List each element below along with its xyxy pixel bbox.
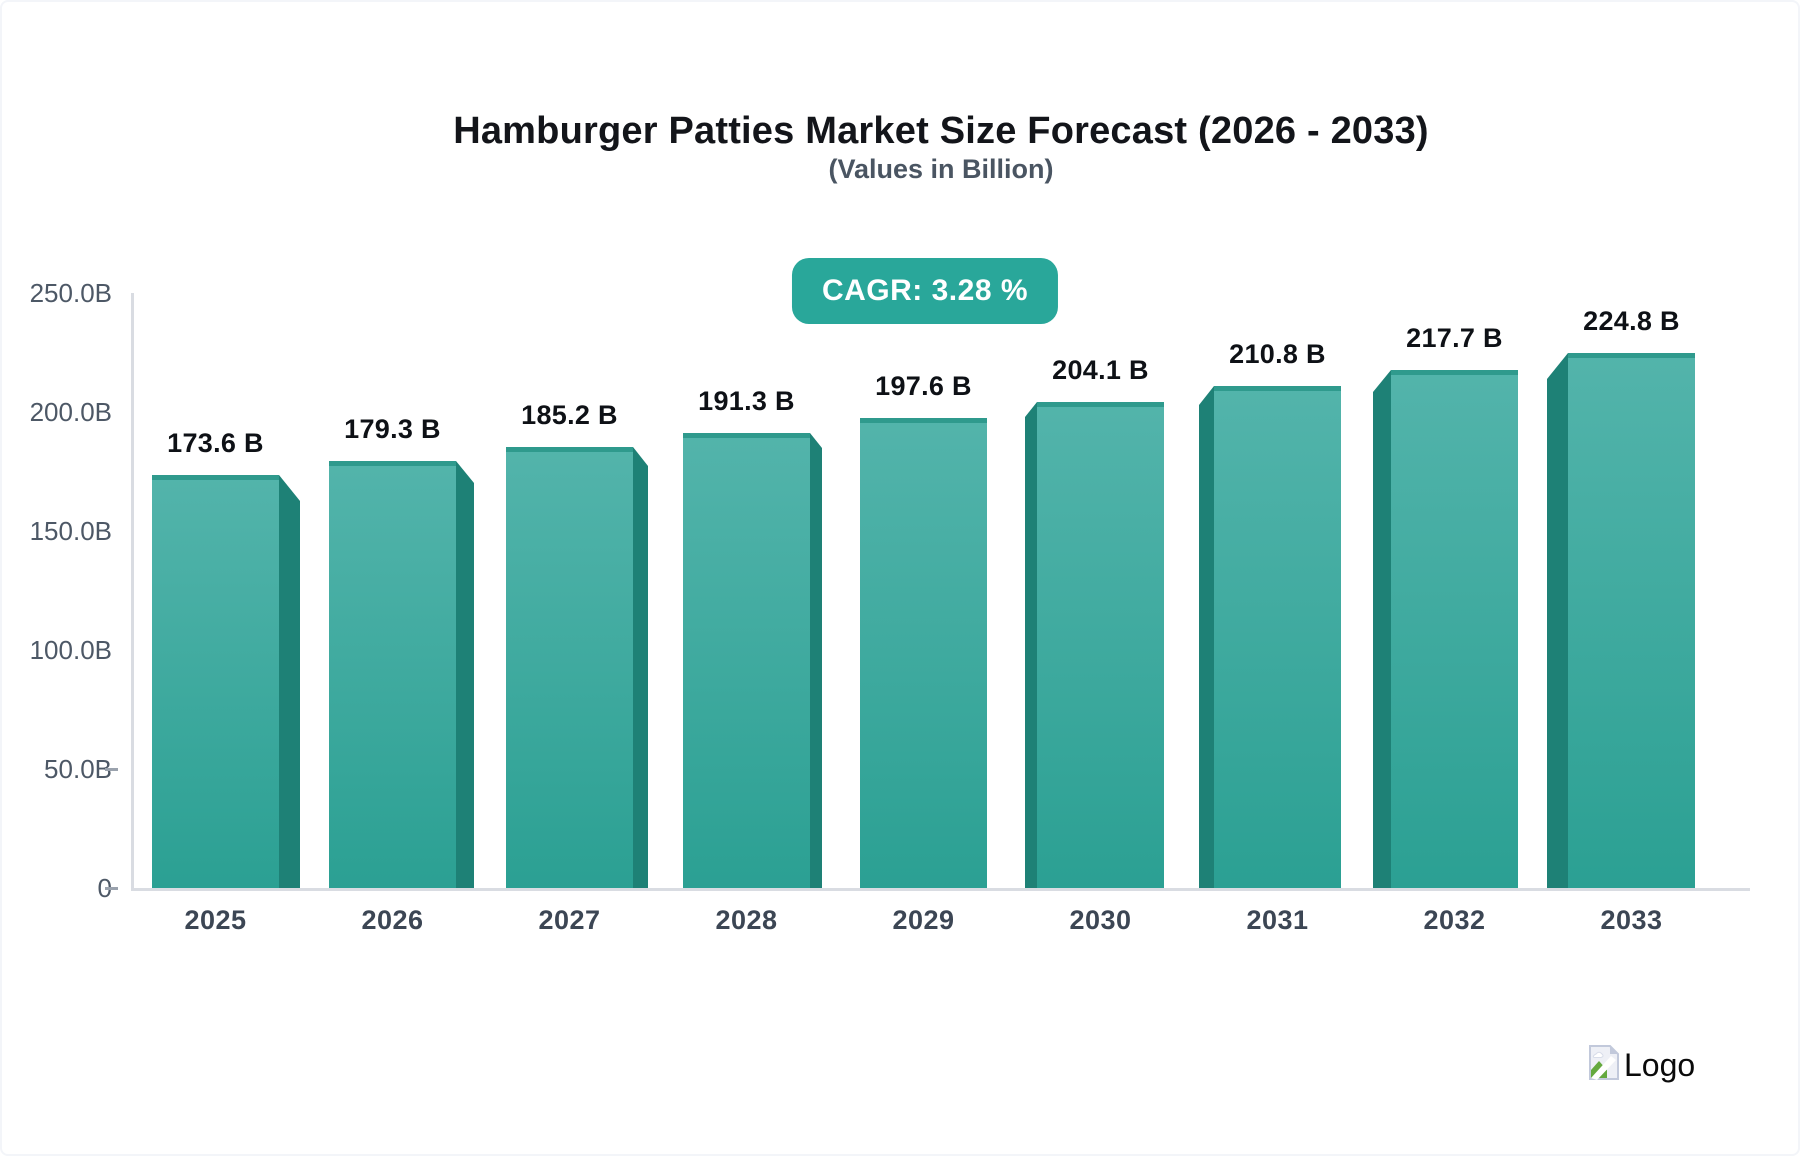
bar-side-face	[1199, 386, 1214, 888]
logo-text: Logo	[1624, 1046, 1696, 1083]
x-axis-label: 2033	[1600, 905, 1663, 935]
bar-value-label: 204.1 B	[1052, 355, 1149, 385]
bar-side-face	[1547, 353, 1568, 888]
y-axis-tick	[105, 768, 118, 771]
chart-title: Hamburger Patties Market Size Forecast (…	[453, 110, 1429, 152]
bar-value-label: 224.8 B	[1583, 306, 1680, 336]
bar	[1391, 370, 1518, 888]
cagr-badge: CAGR: 3.28 %	[791, 258, 1059, 324]
chart-subtitle: (Values in Billion)	[828, 154, 1054, 184]
x-axis-line	[131, 888, 1750, 891]
bar-side-face	[279, 475, 300, 888]
bar	[683, 433, 810, 888]
y-axis-tick	[105, 887, 118, 890]
bar	[329, 461, 456, 888]
bar-value-label: 217.7 B	[1406, 323, 1503, 353]
y-axis-label: 0	[2, 872, 112, 904]
x-axis-label: 2027	[538, 905, 601, 935]
logo: Logo	[1585, 1043, 1695, 1083]
x-axis-label: 2025	[184, 905, 247, 935]
bar	[506, 447, 633, 888]
bar-value-label: 173.6 B	[167, 428, 264, 458]
bar-value-label: 179.3 B	[344, 414, 441, 444]
cagr-badge-label: CAGR: 3.28 %	[821, 274, 1029, 307]
y-axis-label: 250.0B	[29, 278, 112, 308]
bar-side-face	[1025, 402, 1037, 888]
x-axis-label: 2030	[1069, 905, 1132, 935]
x-axis-label: 2026	[361, 905, 424, 935]
y-axis-line	[131, 293, 134, 888]
bar	[1568, 353, 1695, 888]
y-axis-label: 150.0B	[29, 516, 112, 546]
bar-side-face	[633, 447, 648, 888]
bar-value-label: 210.8 B	[1229, 339, 1326, 369]
bar-side-face	[1373, 370, 1391, 888]
broken-image-icon	[1589, 1045, 1619, 1080]
bar-value-label: 185.2 B	[521, 400, 618, 430]
bar	[152, 475, 279, 888]
bar-value-label: 197.6 B	[875, 371, 972, 401]
x-axis-label: 2029	[892, 905, 955, 935]
bar	[1037, 402, 1164, 888]
bar-side-face	[810, 433, 822, 888]
y-axis-label: 200.0B	[29, 397, 112, 427]
y-axis-label: 100.0B	[29, 635, 112, 665]
bar-side-face	[456, 461, 474, 888]
x-axis-label: 2028	[715, 905, 778, 935]
x-axis-label: 2032	[1423, 905, 1486, 935]
bar	[860, 418, 987, 888]
bar-value-label: 191.3 B	[698, 386, 795, 416]
x-axis-label: 2031	[1246, 905, 1309, 935]
bar	[1214, 386, 1341, 888]
y-axis-label: 50.0B	[44, 754, 112, 784]
